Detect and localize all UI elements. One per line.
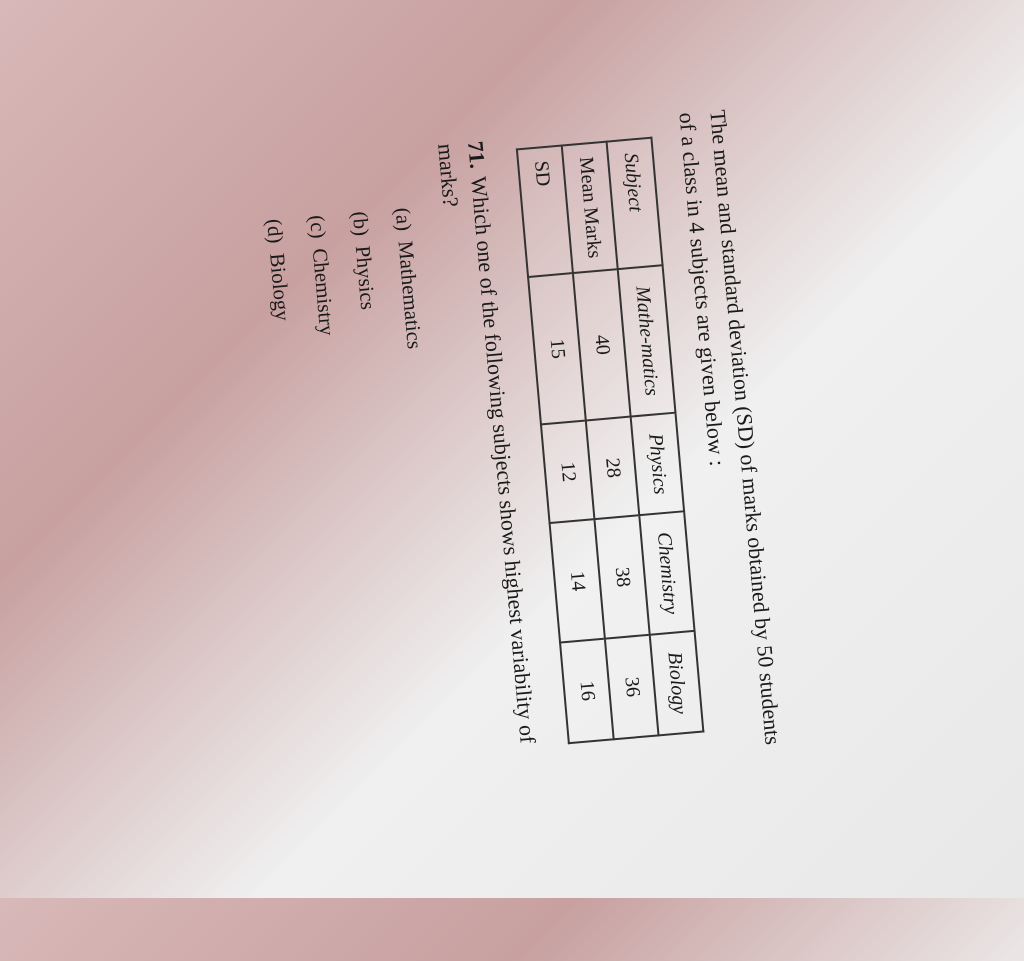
option-letter: (c) xyxy=(304,214,330,239)
page-content: The mean and standard deviation (SD) of … xyxy=(204,76,820,822)
option-text: Biology xyxy=(264,252,294,322)
option-text: Chemistry xyxy=(307,247,339,336)
cell-value: 12 xyxy=(541,421,594,524)
options-list: (a) Mathematics (b) Physics (c) Chemistry (… xyxy=(254,137,463,788)
header-biology: Biology xyxy=(650,631,704,735)
cell-value: 28 xyxy=(586,417,639,520)
question-number: 71. xyxy=(459,140,492,170)
header-physics: Physics xyxy=(631,413,684,516)
option-letter: (d) xyxy=(261,218,287,244)
option-letter: (a) xyxy=(390,207,416,232)
data-table: Subject Mathe-matics Physics Chemistry B… xyxy=(516,137,705,744)
option-text: Physics xyxy=(350,245,380,311)
option-text: Mathematics xyxy=(393,240,426,350)
cell-value: 36 xyxy=(605,635,659,739)
cell-value: 16 xyxy=(560,639,614,743)
option-letter: (b) xyxy=(347,210,373,236)
